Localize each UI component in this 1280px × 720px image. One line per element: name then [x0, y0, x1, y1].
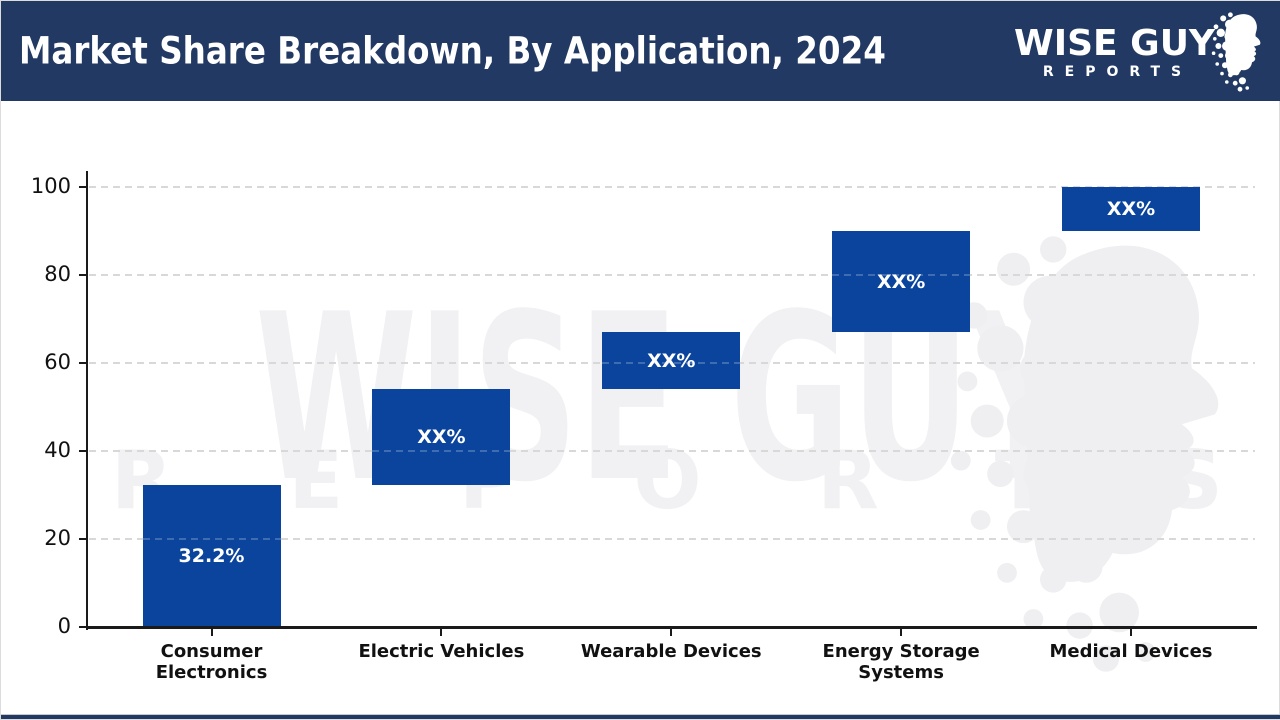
x-tick — [210, 629, 213, 636]
y-axis-line — [86, 171, 88, 630]
bar-value-label: XX% — [876, 270, 926, 293]
logo-wiseguy-label: WISE GUY — [1013, 23, 1215, 64]
watermark-head-icon — [950, 236, 1219, 672]
bar-value-label: 32.2% — [178, 545, 245, 568]
y-tick-label: 0 — [57, 614, 71, 638]
y-tick-label: 100 — [30, 174, 71, 198]
x-tick-label: Consumer Electronics — [155, 641, 268, 683]
gridline-over-bar — [142, 537, 281, 540]
bar-energy-storage-systems: XX% — [832, 231, 971, 333]
gridline-over-bar — [602, 361, 741, 364]
bar-wearable-devices: XX% — [602, 332, 741, 390]
chart-area: 0 20 40 60 80 100 32.2% Consumer Electronics XX%… — [1, 101, 1280, 716]
bar-electric-vehicles: XX% — [372, 389, 511, 486]
x-axis-line — [86, 626, 1257, 629]
gridline-over-bar — [832, 274, 971, 276]
logo-reports-label: REPORTS — [1042, 64, 1193, 80]
x-tick — [440, 629, 443, 636]
wiseguy-logo-text: WISE GUY REPORTS — [1013, 23, 1215, 81]
x-tick-label: Wearable Devices — [580, 641, 762, 662]
y-tick-label: 80 — [44, 262, 71, 286]
bar-value-label: XX% — [1106, 198, 1156, 220]
chart-title: Market Share Breakdown, By Application, … — [19, 30, 1004, 73]
bar-value-label: XX% — [417, 426, 466, 449]
header-bar: Market Share Breakdown, By Application, … — [1, 1, 1280, 101]
wiseguy-logo: WISE GUY REPORTS — [1014, 8, 1271, 96]
y-tick — [79, 274, 86, 276]
y-tick — [79, 626, 86, 628]
x-tick-label: Electric Vehicles — [358, 641, 525, 662]
x-tick-label: Medical Devices — [1049, 641, 1213, 662]
bar-consumer-electronics: 32.2% — [142, 485, 281, 627]
x-tick — [900, 629, 903, 636]
y-tick-label: 20 — [44, 526, 71, 550]
y-tick — [79, 450, 86, 452]
y-tick — [79, 186, 86, 188]
footer-bar — [1, 714, 1280, 719]
gridline-over-bar — [372, 449, 511, 452]
y-tick — [79, 538, 86, 540]
gridline-20 — [89, 538, 1255, 540]
wiseguy-head-icon — [1211, 12, 1261, 92]
gridline-40 — [89, 450, 1255, 452]
y-tick-label: 60 — [44, 350, 71, 374]
chart-title-text: Market Share Breakdown, By Application, … — [19, 29, 886, 73]
y-tick-label: 40 — [44, 438, 71, 462]
gridline-100 — [89, 186, 1255, 188]
gridline-80 — [89, 274, 1255, 276]
x-tick — [1130, 629, 1132, 636]
x-tick — [670, 629, 673, 636]
y-tick — [79, 362, 86, 364]
bar-value-label: XX% — [647, 349, 696, 372]
bar-medical-devices: XX% — [1062, 187, 1200, 231]
x-tick-label: Energy Storage Systems — [822, 641, 980, 683]
